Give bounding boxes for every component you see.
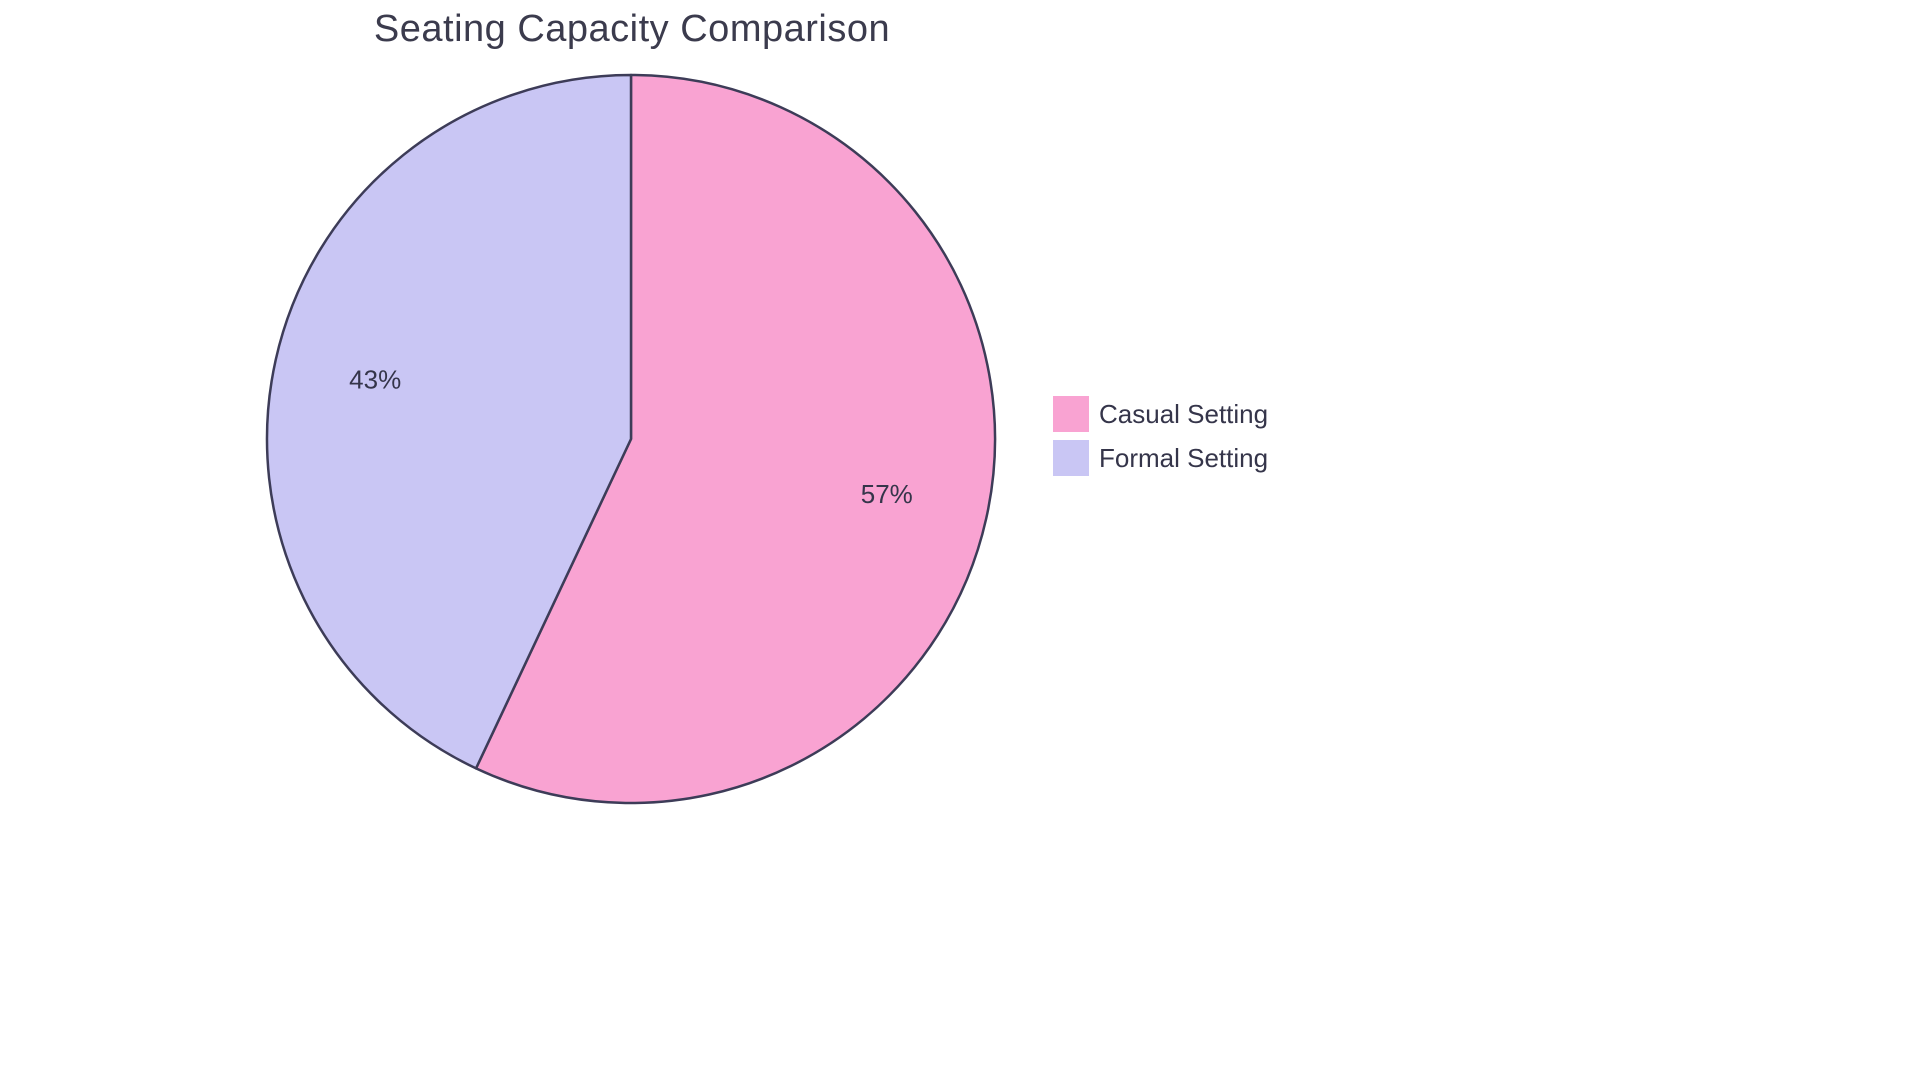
chart-title: Seating Capacity Comparison [373,8,891,50]
legend-item-casual-setting[interactable]: Casual Setting [1053,396,1268,432]
slice-label: 43% [349,365,401,395]
pie-slice-formal-setting[interactable] [265,73,633,770]
legend-item-formal-setting[interactable]: Formal Setting [1053,440,1268,476]
legend-label: Formal Setting [1099,442,1269,473]
legend-swatch [1053,440,1089,476]
legend-label: Casual Setting [1099,398,1269,429]
pie-slice-casual-setting[interactable] [474,73,997,805]
slice-label: 57% [861,479,913,509]
legend: Casual Setting Formal Setting [1053,396,1268,476]
legend-swatch [1053,396,1089,432]
